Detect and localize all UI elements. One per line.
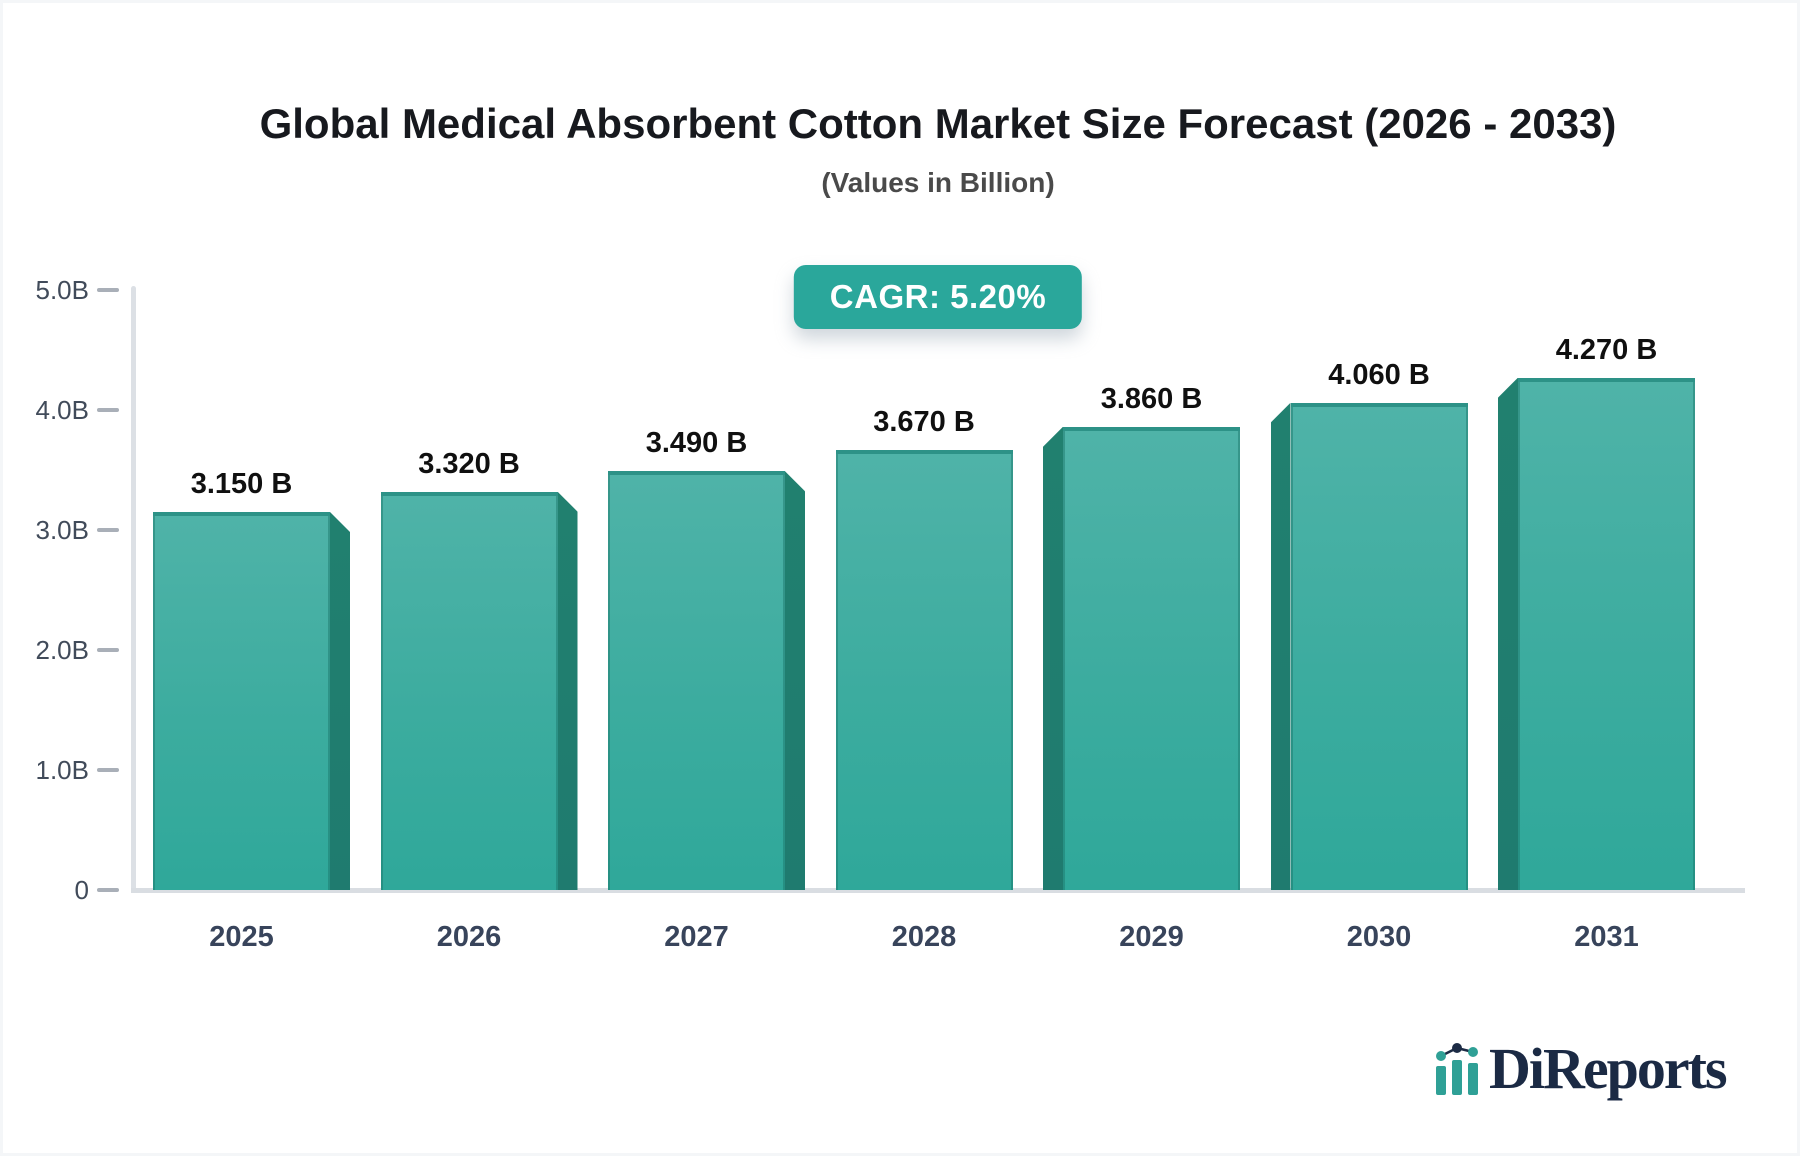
bar-2030 — [1290, 402, 1468, 890]
bar-side-face-2026 — [557, 491, 578, 890]
y-axis-tick-label: 3.0B — [35, 515, 90, 545]
bar-2027 — [608, 471, 785, 890]
y-axis-tick-label: 0 — [74, 875, 89, 905]
bar-value-label-2028: 3.670 B — [873, 405, 975, 438]
x-axis-label-2026: 2026 — [436, 921, 502, 953]
y-axis-tick-label: 1.0B — [35, 755, 90, 785]
x-axis-label-2030: 2030 — [1346, 921, 1412, 953]
x-axis-label-2031: 2031 — [1574, 921, 1639, 953]
direports-logo-icon — [1436, 1043, 1478, 1095]
chart-subtitle: (Values in Billion) — [821, 167, 1055, 198]
y-axis-tick — [97, 888, 119, 892]
x-axis-label-2025: 2025 — [209, 921, 274, 953]
y-axis-tick — [97, 648, 119, 652]
y-axis-tick-label: 5.0B — [35, 275, 90, 305]
bar-side-face-2029 — [1043, 426, 1063, 890]
cagr-badge: CAGR: 5.20% — [793, 265, 1083, 329]
bar-2031 — [1518, 377, 1695, 890]
y-axis-line — [131, 286, 136, 892]
chart-title: Global Medical Absorbent Cotton Market S… — [259, 100, 1617, 147]
bar-side-face-2025 — [330, 512, 350, 890]
bar-side-face-2027 — [785, 471, 805, 890]
x-axis-label-2029: 2029 — [1119, 921, 1184, 953]
bar-2029 — [1063, 426, 1240, 890]
bar-value-label-2030: 4.060 B — [1328, 358, 1430, 391]
bar-value-label-2031: 4.270 B — [1555, 333, 1658, 366]
y-axis-tick — [97, 408, 119, 412]
direports-logo: DiReports — [1433, 1036, 1728, 1101]
direports-logo-text: DiReports — [1489, 1036, 1728, 1101]
y-axis-tick — [97, 768, 119, 772]
x-axis-label-2028: 2028 — [891, 921, 957, 953]
bar-2028 — [835, 449, 1013, 890]
bar-value-label-2029: 3.860 B — [1100, 382, 1203, 415]
bar-2026 — [380, 491, 558, 890]
x-axis-label-2027: 2027 — [664, 921, 729, 953]
bar-value-label-2026: 3.320 B — [418, 447, 520, 480]
y-axis-tick — [97, 288, 119, 292]
bar-chart-plot-area: 0 1.0B 2.0B 3.0B 4.0B 5.0B 3.150 B 2025 3.320 B 2… — [3, 3, 1797, 1153]
y-axis-tick-label: 4.0B — [35, 395, 90, 425]
bar-2025 — [153, 512, 330, 890]
bar-side-face-2030 — [1270, 402, 1291, 890]
bar-value-label-2027: 3.490 B — [645, 427, 748, 460]
bar-value-label-2025: 3.150 B — [190, 468, 293, 500]
y-axis-tick-label: 2.0B — [35, 635, 90, 665]
bar-side-face-2031 — [1498, 377, 1518, 890]
x-axis-baseline — [131, 888, 1745, 893]
y-axis-tick — [97, 528, 119, 532]
